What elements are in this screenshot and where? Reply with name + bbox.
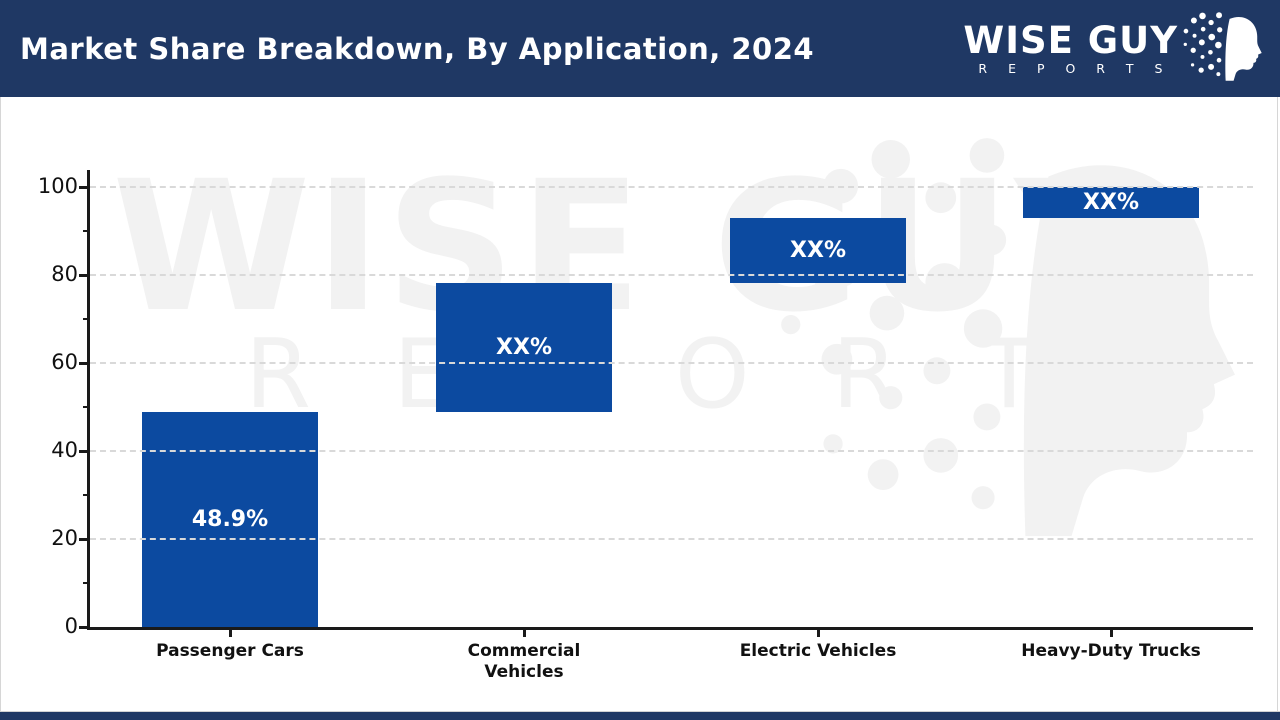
y-tick-label: 60 [51, 350, 78, 374]
wiseguy-logo: WISE GUY R E P O R T S [963, 0, 1266, 97]
y-tick-label: 40 [51, 438, 78, 462]
gridline-80 [90, 274, 1253, 276]
y-tick-label: 0 [64, 614, 78, 638]
watermark-face-icon [760, 110, 1260, 574]
figure-border-bottom [0, 711, 1280, 712]
bar-value-label: 48.9% [191, 506, 269, 532]
x-category-label: Commercial Vehicles [374, 641, 674, 683]
y-tick [79, 537, 88, 541]
gridline-100 [90, 186, 1253, 188]
bar-commercial-vehicles: XX% [436, 282, 612, 412]
bar-value-label: XX% [790, 237, 846, 263]
y-axis [87, 170, 90, 630]
x-category-label-line: Passenger Cars [156, 641, 304, 661]
x-category-label-line: Commercial [467, 641, 581, 661]
x-category-label: Electric Vehicles [668, 641, 968, 662]
y-minor-tick [83, 494, 88, 496]
y-tick [79, 185, 88, 189]
x-category-label-line: Electric Vehicles [739, 641, 897, 661]
bar-heavy-duty-trucks: XX% [1023, 187, 1199, 218]
y-tick [79, 273, 88, 277]
gridline-60 [90, 362, 1253, 364]
y-minor-tick [83, 318, 88, 320]
gridline-20 [90, 538, 1253, 540]
logo-subtitle: R E P O R T S [978, 60, 1171, 76]
y-minor-tick [83, 406, 88, 408]
x-category-label: Passenger Cars [80, 641, 380, 662]
y-minor-tick [83, 582, 88, 584]
figure-border-right [1277, 97, 1278, 711]
dotted-face-icon [1180, 6, 1266, 92]
y-tick [79, 625, 88, 629]
bar-electric-vehicles: XX% [730, 217, 906, 283]
x-tick [228, 627, 232, 637]
bar-passenger-cars: 48.9% [142, 411, 318, 627]
y-minor-tick [83, 230, 88, 232]
x-category-label: Heavy-Duty Trucks [961, 641, 1261, 662]
x-axis [87, 627, 1253, 630]
y-tick [79, 449, 88, 453]
figure-border-left [0, 97, 1, 711]
footer-bar [0, 712, 1280, 720]
wiseguy-logo-text: WISE GUY R E P O R T S [963, 22, 1178, 76]
chart-title: Market Share Breakdown, By Application, … [20, 31, 815, 66]
x-tick [522, 627, 526, 637]
bar-value-label: XX% [496, 334, 552, 360]
bar-value-label: XX% [1083, 189, 1139, 215]
y-tick-label: 20 [51, 526, 78, 550]
logo-wordmark: WISE GUY [963, 18, 1178, 62]
x-category-label-line: Heavy-Duty Trucks [1021, 641, 1201, 661]
x-tick [1109, 627, 1113, 637]
y-tick-label: 80 [51, 262, 78, 286]
x-tick [816, 627, 820, 637]
x-category-label-line: Vehicles [484, 662, 564, 682]
header-bar: Market Share Breakdown, By Application, … [0, 0, 1280, 97]
gridline-40 [90, 450, 1253, 452]
y-tick-label: 100 [37, 174, 78, 198]
y-tick [79, 361, 88, 365]
